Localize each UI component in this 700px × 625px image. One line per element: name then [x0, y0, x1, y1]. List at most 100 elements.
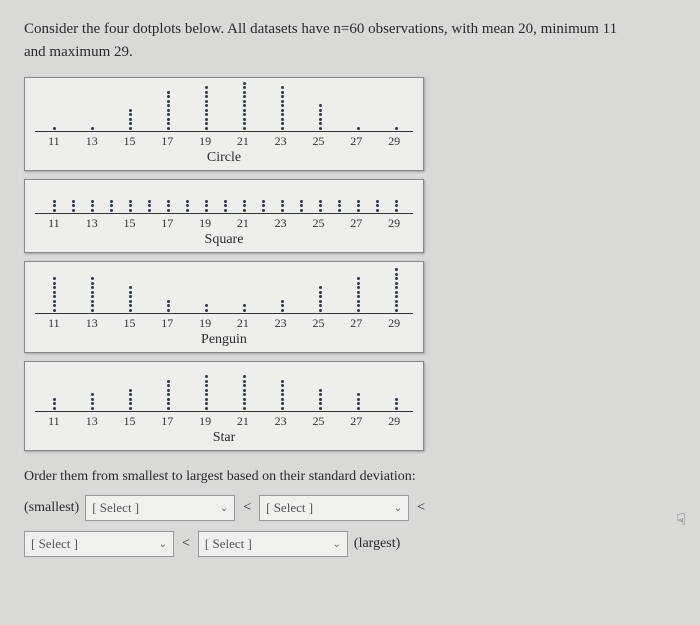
dot-column	[263, 300, 301, 314]
dot	[357, 300, 360, 303]
dot	[205, 398, 208, 401]
dot	[395, 127, 398, 130]
select-4[interactable]: [ Select ] ⌄	[198, 531, 348, 557]
dot-column	[339, 393, 377, 411]
dot	[91, 304, 94, 307]
dot-column	[225, 375, 263, 411]
largest-label: (largest)	[354, 536, 400, 552]
dot	[281, 109, 284, 112]
question-text: Consider the four dotplots below. All da…	[24, 18, 676, 63]
dot	[395, 268, 398, 271]
dot	[53, 286, 56, 289]
dot-column	[73, 393, 111, 411]
dot	[167, 389, 170, 392]
dot	[129, 291, 132, 294]
tick-row: 11131517192123252729	[35, 414, 413, 429]
dot	[129, 127, 132, 130]
dot	[243, 389, 246, 392]
dot	[395, 295, 398, 298]
dot	[243, 100, 246, 103]
dotplot-penguin: 11131517192123252729Penguin	[24, 261, 424, 353]
dot	[167, 118, 170, 121]
tick-row: 11131517192123252729	[35, 216, 413, 231]
dot	[319, 295, 322, 298]
dot	[357, 277, 360, 280]
cursor-icon: ☟	[676, 510, 686, 530]
dot	[91, 393, 94, 396]
dot	[281, 127, 284, 130]
dot	[129, 309, 132, 312]
dot	[205, 304, 208, 307]
dot	[205, 389, 208, 392]
dot	[205, 127, 208, 130]
select-3[interactable]: [ Select ] ⌄	[24, 531, 174, 557]
dot	[205, 393, 208, 396]
tick-label: 29	[375, 414, 413, 429]
question-line1: Consider the four dotplots below. All da…	[24, 21, 617, 37]
dot	[53, 407, 56, 410]
tick-label: 11	[35, 216, 73, 231]
tick-label: 15	[111, 414, 149, 429]
plot-area	[35, 184, 413, 214]
dot	[395, 304, 398, 307]
dot-column	[377, 268, 415, 313]
dot	[243, 109, 246, 112]
dot	[243, 380, 246, 383]
tick-label: 21	[224, 316, 262, 331]
plot-area	[35, 82, 413, 132]
dot	[281, 393, 284, 396]
dot	[357, 291, 360, 294]
dot	[243, 407, 246, 410]
dot-column	[301, 286, 339, 313]
dot	[281, 380, 284, 383]
tick-label: 21	[224, 134, 262, 149]
dot	[129, 286, 132, 289]
tick-label: 29	[375, 134, 413, 149]
tick-label: 17	[148, 134, 186, 149]
order-prompt: Order them from smallest to largest base…	[24, 469, 676, 485]
dot	[319, 300, 322, 303]
dot	[129, 109, 132, 112]
dot	[167, 100, 170, 103]
tick-label: 23	[262, 134, 300, 149]
dot	[357, 393, 360, 396]
dot-column	[187, 86, 225, 131]
dot	[281, 407, 284, 410]
tick-label: 25	[300, 316, 338, 331]
tick-label: 13	[73, 316, 111, 331]
dot	[129, 407, 132, 410]
dot	[395, 407, 398, 410]
dot	[243, 113, 246, 116]
dot	[319, 407, 322, 410]
tick-label: 25	[300, 216, 338, 231]
dot	[357, 282, 360, 285]
dot-column	[73, 277, 111, 313]
dot	[167, 127, 170, 130]
plot-title: Circle	[35, 150, 413, 166]
plot-title: Square	[35, 232, 413, 248]
dot	[243, 393, 246, 396]
dot	[205, 109, 208, 112]
tick-label: 29	[375, 216, 413, 231]
tick-label: 13	[73, 216, 111, 231]
select-1[interactable]: [ Select ] ⌄	[85, 495, 235, 521]
plots-container: 11131517192123252729 Circle 11131517192123…	[24, 77, 676, 451]
plot-area	[35, 366, 413, 412]
dot	[281, 95, 284, 98]
dot	[357, 407, 360, 410]
dot	[281, 389, 284, 392]
dot	[167, 104, 170, 107]
select-2[interactable]: [ Select ] ⌄	[259, 495, 409, 521]
dot	[205, 95, 208, 98]
dot	[91, 300, 94, 303]
dot	[243, 375, 246, 378]
dot	[91, 286, 94, 289]
tick-row: 11131517192123252729	[35, 316, 413, 331]
chevron-down-icon: ⌄	[333, 539, 341, 550]
dot-column	[149, 300, 187, 314]
dot-column	[225, 304, 263, 313]
tick-label: 17	[148, 414, 186, 429]
dot	[319, 389, 322, 392]
dot	[243, 86, 246, 89]
dot-column	[377, 127, 415, 132]
